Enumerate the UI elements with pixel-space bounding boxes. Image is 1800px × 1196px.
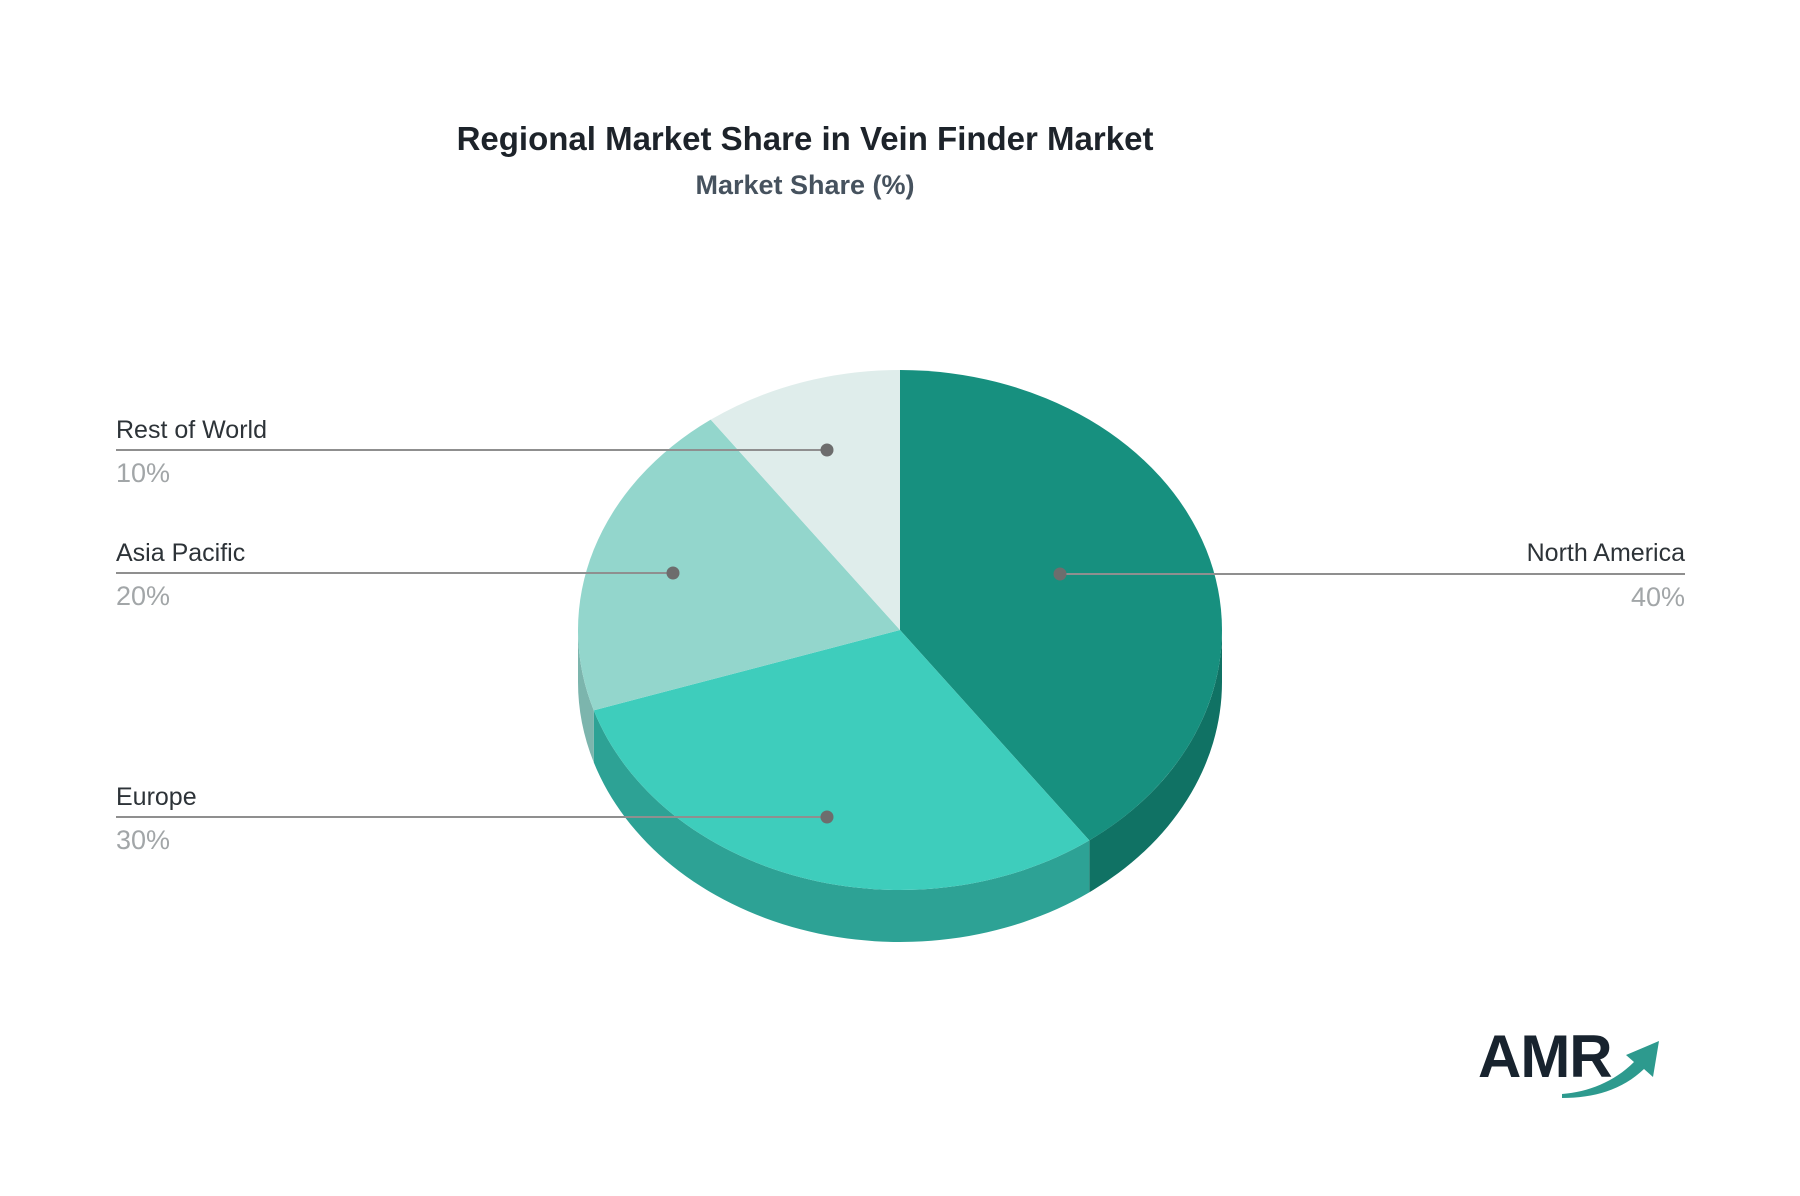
slice-pct-rest-of-world: 10% <box>116 458 171 488</box>
pie-slice-side-north-america <box>1089 630 1222 893</box>
callout-dot-europe <box>820 810 834 824</box>
slice-pct-asia-pacific: 20% <box>116 581 171 611</box>
slice-label-rest-of-world: Rest of World <box>116 416 267 444</box>
slice-label-asia-pacific: Asia Pacific <box>116 539 246 567</box>
pie-slice-north-america[interactable] <box>900 370 1222 841</box>
amr-logo-text: AMR <box>1478 1023 1613 1090</box>
callout-dot-north-america <box>1053 567 1067 581</box>
pie-slice-side-europe <box>593 710 1090 942</box>
chart-title: Regional Market Share in Vein Finder Mar… <box>456 120 1154 157</box>
callout-dot-rest-of-world <box>820 443 834 457</box>
slice-pct-north-america: 40% <box>1630 582 1685 612</box>
pie-slice-europe[interactable] <box>593 630 1090 890</box>
amr-logo: AMR <box>1478 1022 1678 1112</box>
slice-pct-europe: 30% <box>116 825 171 855</box>
pie-slice-side-asia-pacific <box>578 630 594 763</box>
chart-subtitle: Market Share (%) <box>695 170 915 200</box>
pie-slice-rest-of-world[interactable] <box>710 370 900 630</box>
growth-arrow-icon <box>1562 1041 1659 1098</box>
callout-dot-asia-pacific <box>666 566 680 580</box>
pie-slice-asia-pacific[interactable] <box>578 419 900 711</box>
slice-label-europe: Europe <box>116 783 197 811</box>
slice-label-north-america: North America <box>1526 539 1685 567</box>
